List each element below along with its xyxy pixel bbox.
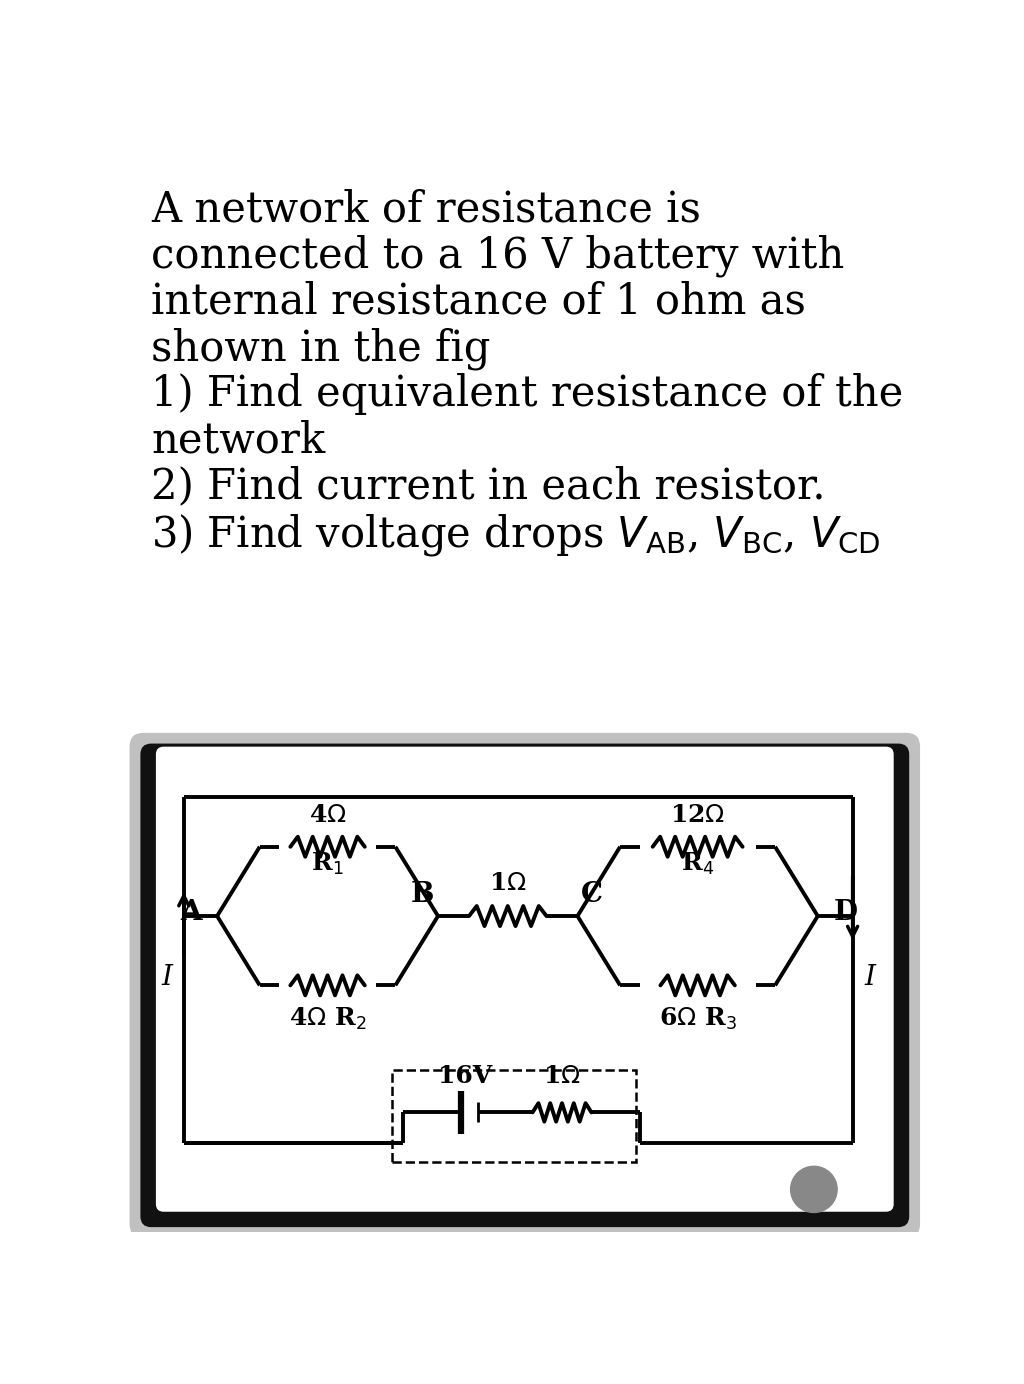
Text: 1$\Omega$: 1$\Omega$ [488,871,526,894]
Text: 1) Find equivalent resistance of the: 1) Find equivalent resistance of the [152,374,903,415]
Text: 4$\Omega$: 4$\Omega$ [309,803,346,826]
Text: D: D [834,898,857,926]
Text: network: network [152,419,326,461]
FancyBboxPatch shape [156,746,894,1212]
Text: 2) Find current in each resistor.: 2) Find current in each resistor. [152,465,825,508]
FancyBboxPatch shape [130,732,920,1237]
FancyBboxPatch shape [140,743,909,1228]
Text: B: B [411,882,434,908]
Text: R$_1$: R$_1$ [311,851,344,877]
Text: internal resistance of 1 ohm as: internal resistance of 1 ohm as [152,281,806,322]
Text: 1$\Omega$: 1$\Omega$ [543,1064,581,1088]
Text: 3) Find voltage drops $\mathit{V}_{\rm AB}$, $\mathit{V}_{\rm BC}$, $\mathit{V}_: 3) Find voltage drops $\mathit{V}_{\rm A… [152,512,881,558]
Text: A: A [180,898,202,926]
Circle shape [791,1167,838,1212]
Text: R$_4$: R$_4$ [681,851,714,877]
Text: C: C [582,882,603,908]
Text: A network of resistance is: A network of resistance is [152,188,701,230]
Text: 6$\Omega$ R$_3$: 6$\Omega$ R$_3$ [658,1005,736,1031]
Text: I: I [864,963,876,991]
Text: connected to a 16 V battery with: connected to a 16 V battery with [152,235,845,277]
Text: 12$\Omega$: 12$\Omega$ [670,803,725,826]
Text: I: I [161,963,172,991]
Text: 4$\Omega$ R$_2$: 4$\Omega$ R$_2$ [289,1005,367,1031]
Text: 16V: 16V [438,1064,493,1088]
Text: shown in the fig: shown in the fig [152,327,490,370]
